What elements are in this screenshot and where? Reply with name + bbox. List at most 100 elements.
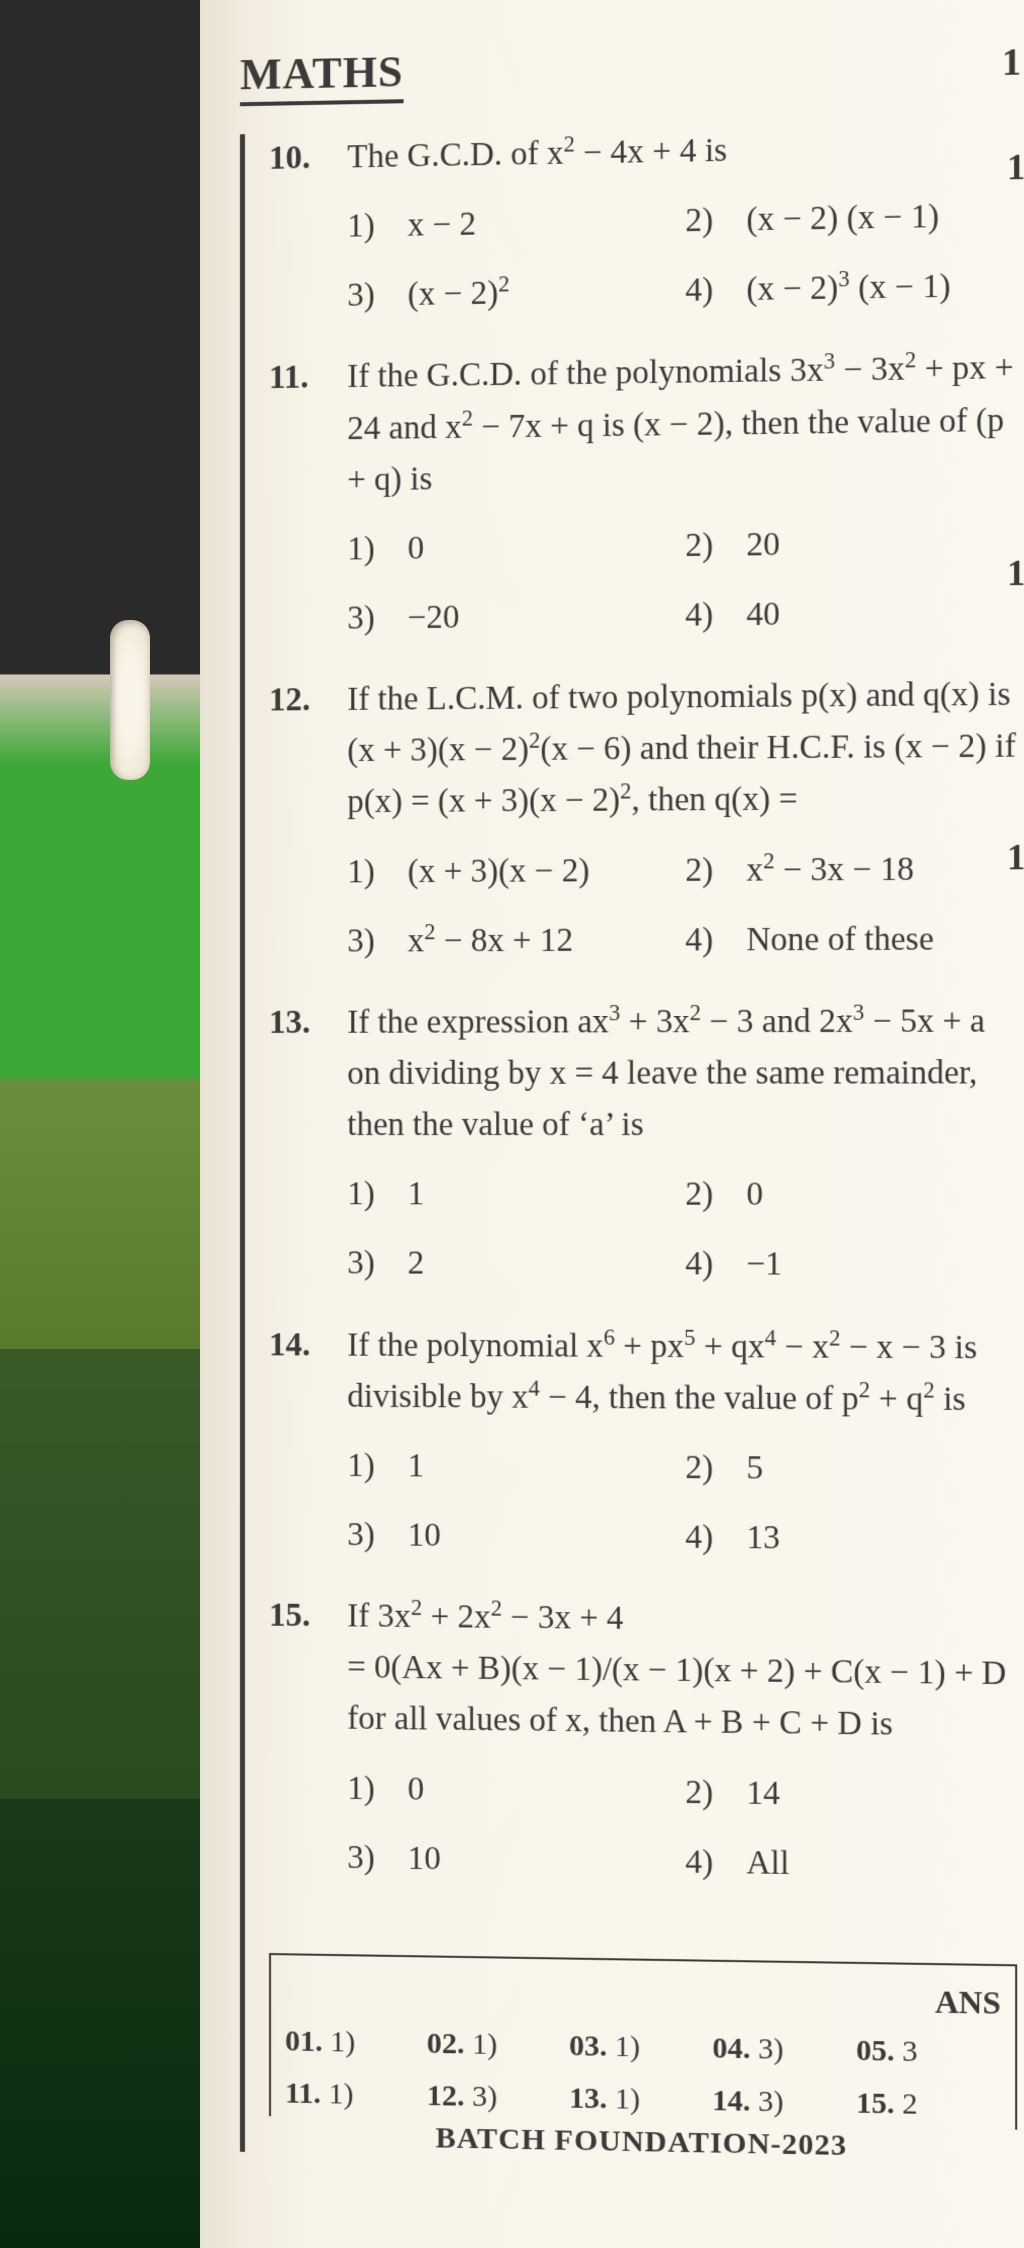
option-text: 20: [746, 520, 780, 572]
option-text: 1: [408, 1441, 425, 1492]
option-text: None of these: [746, 914, 933, 966]
option-number: 1): [347, 847, 387, 898]
option-number: 3): [347, 1239, 387, 1290]
option-number: 3): [347, 1833, 387, 1885]
answer-value: 1): [607, 2029, 640, 2063]
answer-q: 01.: [285, 2024, 323, 2058]
option: 4)(x − 2)3 (x − 1): [685, 261, 1017, 318]
option-number: 1): [347, 1763, 387, 1815]
answer-q: 03.: [569, 2029, 607, 2063]
answer-value: 3): [750, 2032, 783, 2066]
answer-cell: 15. 2: [856, 2086, 1001, 2123]
page: MATHS 1 1 1 1 10. The G.C.D. of x2 − 4x +…: [200, 0, 1024, 2248]
option-text: (x − 2)3 (x − 1): [746, 262, 950, 317]
option-number: 3): [347, 1510, 387, 1562]
option: 3)x2 − 8x + 12: [347, 915, 675, 968]
option-text: (x + 3)(x − 2): [408, 846, 590, 898]
option-text: 2: [408, 1239, 425, 1290]
option-text: 5: [746, 1443, 763, 1495]
binder-hole: [110, 620, 150, 780]
answer-cell: 05. 3: [856, 2034, 1001, 2071]
option-number: 2): [685, 520, 726, 572]
answer-q: 11.: [285, 2076, 321, 2110]
question-stem: If 3x2 + 2x2 − 3x + 4= 0(Ax + B)(x − 1)/…: [347, 1591, 1017, 1752]
option: 2) 0: [685, 1170, 1017, 1222]
margin-number: 1: [1007, 146, 1024, 189]
answer-cell: 04. 3): [712, 2031, 856, 2068]
option: 3)(x − 2)2: [347, 266, 675, 322]
question: 14.If the polynomial x6 + px5 + qx4 − x2…: [269, 1320, 1017, 1567]
option-text: 1: [408, 1169, 425, 1220]
question-number: 10.: [269, 133, 325, 324]
option-number: 4): [685, 915, 726, 967]
option-text: x2 − 3x − 18: [746, 844, 914, 896]
question-stem: The G.C.D. of x2 − 4x + 4 is: [347, 120, 1017, 183]
option-text: x − 2: [408, 200, 477, 252]
answer-value: 3: [895, 2034, 918, 2068]
answer-q: 04.: [712, 2031, 750, 2065]
question: 10.The G.C.D. of x2 − 4x + 4 is1)x − 22)…: [269, 120, 1017, 323]
option-number: 4): [685, 1512, 726, 1564]
option: 3)10: [347, 1833, 675, 1889]
option: 4) None of these: [685, 914, 1017, 967]
answers-box: ANS 01. 1)02. 1)03. 1)04. 3)05. 311. 1)1…: [269, 1953, 1017, 2130]
question-body: If the polynomial x6 + px5 + qx4 − x2 − …: [347, 1320, 1017, 1567]
option-number: 4): [685, 1837, 726, 1889]
answer-value: 2: [895, 2087, 918, 2121]
options: 1) (x + 3)(x − 2) 2) x2 − 3x − 18 3)x2 − 8x …: [347, 843, 1017, 967]
option-number: 3): [347, 916, 387, 967]
option-number: 1): [347, 201, 387, 253]
margin-number: 1: [1007, 836, 1024, 879]
option-text: 0: [408, 1764, 425, 1816]
option-text: −1: [746, 1240, 782, 1292]
option-number: 1): [347, 524, 387, 576]
option: 2)5: [685, 1443, 1017, 1497]
answer-q: 02.: [427, 2027, 465, 2061]
option-number: 3): [347, 593, 387, 645]
question-number: 11.: [269, 353, 325, 646]
option-number: 4): [685, 590, 726, 642]
option: 1) (x + 3)(x − 2): [347, 845, 675, 898]
answer-q: 13.: [569, 2081, 607, 2115]
answer-cell: 13. 1): [569, 2081, 712, 2118]
background-strip: [0, 0, 210, 2248]
option-text: 0: [408, 523, 425, 575]
answer-cell: 14. 3): [712, 2084, 856, 2121]
options: 1)12)03)24)−1: [347, 1169, 1017, 1292]
option-text: −20: [408, 592, 460, 644]
options: 1)02)203)−204)40: [347, 517, 1017, 645]
option-text: (x − 2) (x − 1): [746, 192, 939, 247]
option: 4) −1: [685, 1239, 1017, 1292]
question-body: The G.C.D. of x2 − 4x + 4 is1)x − 22)(x …: [347, 120, 1017, 322]
option: 1) x − 2: [347, 196, 675, 253]
option: 2) 20: [685, 517, 1017, 572]
content-column: 10. The G.C.D. of x2 − 4x + 4 is 1) x − 2 2)…: [240, 120, 1017, 2166]
question: 15.If 3x2 + 2x2 − 3x + 4= 0(Ax + B)(x − …: [269, 1591, 1017, 1893]
answer-q: 12.: [427, 2079, 465, 2113]
option-number: 2): [685, 1170, 726, 1222]
question-stem: If the G.C.D. of the polynomials 3x3 − 3…: [347, 343, 1017, 506]
top-right-number: 1: [1002, 40, 1022, 85]
option-number: 4): [685, 1239, 726, 1291]
subject-title: MATHS: [240, 46, 404, 106]
answer-q: 05.: [856, 2034, 894, 2068]
question-stem: If the polynomial x6 + px5 + qx4 − x2 − …: [347, 1320, 1017, 1426]
answers-grid: 01. 1)02. 1)03. 1)04. 3)05. 311. 1)12. 3…: [285, 2024, 1001, 2123]
answer-value: 1): [607, 2082, 640, 2116]
answer-cell: 12. 3): [427, 2079, 569, 2116]
question-number: 13.: [269, 998, 325, 1290]
option-text: 14: [746, 1768, 780, 1820]
header: MATHS 1: [240, 34, 1017, 106]
question: 13.If the expression ax3 + 3x2 − 3 and 2…: [269, 996, 1017, 1292]
answer-value: 1): [323, 2025, 356, 2059]
option-number: 2): [685, 845, 726, 897]
answer-cell: 11. 1): [285, 2076, 427, 2113]
option: 1) 0: [347, 521, 675, 576]
options: 1)12)53)104)13: [347, 1441, 1017, 1567]
question-body: If 3x2 + 2x2 − 3x + 4= 0(Ax + B)(x − 1)/…: [347, 1591, 1017, 1893]
option-text: All: [746, 1838, 789, 1890]
answer-cell: 03. 1): [569, 2029, 712, 2066]
option-text: 0: [746, 1170, 763, 1222]
question: 12.If the L.C.M. of two polynomials p(x)…: [269, 669, 1017, 967]
option-text: (x − 2)2: [408, 268, 510, 321]
